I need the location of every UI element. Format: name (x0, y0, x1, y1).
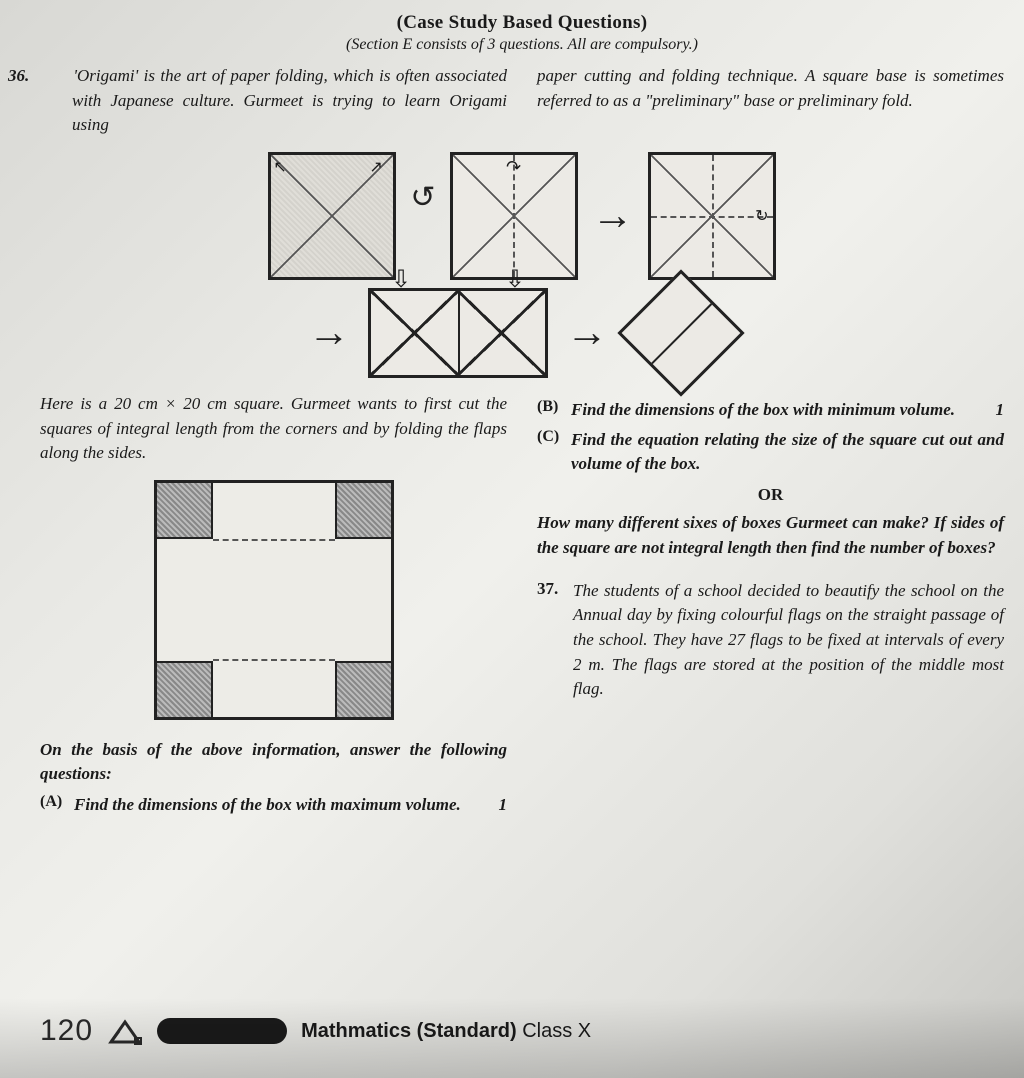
page-footer: 120 Mathmatics (Standard) Class X (40, 1014, 1004, 1048)
or-divider: OR (537, 485, 1004, 505)
part-label: (A) (40, 793, 66, 817)
q37-text: The students of a school decided to beau… (573, 579, 1004, 702)
q36-intro-right: paper cutting and folding technique. A s… (537, 64, 1004, 113)
col-left: 36. 'Origami' is the art of paper foldin… (40, 64, 507, 138)
arrow-icon: → (592, 192, 634, 240)
q36-basis: On the basis of the above information, a… (40, 738, 507, 787)
q36-mid-text: Here is a 20 cm × 20 cm square. Gurmeet … (40, 392, 507, 466)
part-label: (C) (537, 428, 563, 476)
origami-step2: ↷ (450, 152, 578, 280)
marks: 1 (996, 398, 1005, 422)
section-title: (Case Study Based Questions) (40, 12, 1004, 34)
origami-diagram-row2: → ⇩ ⇩ → (40, 288, 1004, 378)
page-number: 120 (40, 1014, 93, 1048)
corner-cut (335, 661, 393, 719)
fold-line (712, 155, 714, 277)
col-left-lower: Here is a 20 cm × 20 cm square. Gurmeet … (40, 392, 507, 823)
question-36-intro: 36. 'Origami' is the art of paper foldin… (40, 64, 1004, 138)
corner-cut (155, 481, 213, 539)
col-right-lower: (B) Find the dimensions of the box with … (537, 392, 1004, 823)
curl-icon: ↖ (273, 157, 295, 179)
box-corner-cut-diagram (154, 480, 394, 720)
arrow-icon: → (308, 309, 350, 357)
curl-icon: ↷ (506, 157, 521, 178)
q36-intro-left: 36. 'Origami' is the art of paper foldin… (40, 64, 507, 138)
part-text: Find the dimensions of the box with mini… (571, 398, 1004, 422)
q36-number: 36. (40, 64, 68, 89)
part-text: Find the equation relating the size of t… (571, 428, 1004, 476)
curl-icon: ↻ (755, 206, 768, 226)
origami-step1: ↖ ↗ (268, 152, 396, 280)
down-arrow-icon: ⇩ (391, 265, 411, 294)
origami-step3: ↻ (648, 152, 776, 280)
corner-cut (155, 661, 213, 719)
fold-line (371, 291, 458, 375)
question-37: 37. The students of a school decided to … (537, 579, 1004, 702)
redacted-bar (157, 1018, 287, 1044)
corner-cut (335, 481, 393, 539)
page-container: (Case Study Based Questions) (Section E … (0, 0, 1024, 1078)
marks: 1 (499, 793, 508, 817)
question-36-body: Here is a 20 cm × 20 cm square. Gurmeet … (40, 392, 1004, 823)
origami-step5 (617, 269, 744, 396)
fold-line (213, 659, 335, 661)
header: (Case Study Based Questions) (Section E … (40, 12, 1004, 54)
down-arrow-icon: ⇩ (505, 265, 525, 294)
col-right: paper cutting and folding technique. A s… (537, 64, 1004, 138)
q36-part-a: (A) Find the dimensions of the box with … (40, 793, 507, 817)
curl-icon: ↗ (369, 157, 391, 179)
q36-part-b: (B) Find the dimensions of the box with … (537, 398, 1004, 422)
origami-diagram-row1: ↖ ↗ ↺ ↷ → ↻ (40, 152, 1004, 280)
part-text: Find the dimensions of the box with maxi… (74, 793, 507, 817)
q37-number: 37. (537, 579, 565, 702)
part-label: (B) (537, 398, 563, 422)
fold-line (213, 539, 335, 541)
arrow-icon: → (566, 309, 608, 357)
fold-line (458, 291, 545, 375)
q36-or-text: How many different sixes of boxes Gurmee… (537, 511, 1004, 560)
section-subtitle: (Section E consists of 3 questions. All … (40, 36, 1004, 54)
triangle-icon (107, 1016, 143, 1046)
footer-subject: Mathmatics (Standard) Class X (301, 1020, 591, 1043)
q36-part-c: (C) Find the equation relating the size … (537, 428, 1004, 476)
arrow-icon: ↺ (410, 180, 435, 215)
origami-step4: ⇩ ⇩ (368, 288, 548, 378)
